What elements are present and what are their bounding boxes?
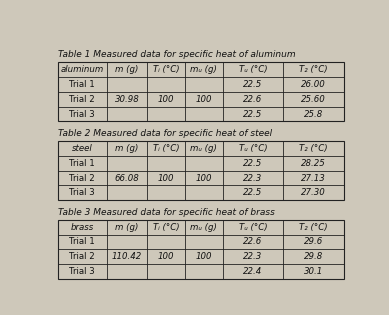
Text: Tᵢ (°C): Tᵢ (°C) <box>153 144 179 153</box>
Text: Trial 3: Trial 3 <box>69 267 95 276</box>
Text: T₂ (°C): T₂ (°C) <box>300 65 328 74</box>
Text: Trial 2: Trial 2 <box>69 95 95 104</box>
Text: m (g): m (g) <box>116 144 139 153</box>
Text: Tᵢ (°C): Tᵢ (°C) <box>153 223 179 232</box>
Text: 22.4: 22.4 <box>243 267 263 276</box>
Text: brass: brass <box>71 223 94 232</box>
Text: 100: 100 <box>158 95 174 104</box>
Text: 22.3: 22.3 <box>243 174 263 182</box>
Text: 22.6: 22.6 <box>243 95 263 104</box>
Text: Trial 3: Trial 3 <box>69 188 95 198</box>
Text: Trial 1: Trial 1 <box>69 159 95 168</box>
Text: 100: 100 <box>196 95 212 104</box>
Text: 110.42: 110.42 <box>112 252 142 261</box>
Text: 22.5: 22.5 <box>243 159 263 168</box>
Text: aluminum: aluminum <box>61 65 104 74</box>
Text: T₂ (°C): T₂ (°C) <box>300 144 328 153</box>
Text: 22.3: 22.3 <box>243 252 263 261</box>
Text: Trial 2: Trial 2 <box>69 174 95 182</box>
Text: Tᵤ (°C): Tᵤ (°C) <box>238 223 267 232</box>
Text: 27.30: 27.30 <box>301 188 326 198</box>
Text: Table 1 Measured data for specific heat of aluminum: Table 1 Measured data for specific heat … <box>58 50 295 59</box>
Text: mᵤ (g): mᵤ (g) <box>190 223 217 232</box>
Text: T₂ (°C): T₂ (°C) <box>300 223 328 232</box>
Text: 30.1: 30.1 <box>304 267 323 276</box>
Text: Table 2 Measured data for specific heat of steel: Table 2 Measured data for specific heat … <box>58 129 272 138</box>
Text: 25.60: 25.60 <box>301 95 326 104</box>
Text: 100: 100 <box>196 174 212 182</box>
Text: 25.8: 25.8 <box>304 110 323 118</box>
Text: 26.00: 26.00 <box>301 80 326 89</box>
Text: 100: 100 <box>158 174 174 182</box>
Text: Tᵤ (°C): Tᵤ (°C) <box>238 144 267 153</box>
Text: 22.5: 22.5 <box>243 80 263 89</box>
Text: mᵤ (g): mᵤ (g) <box>190 144 217 153</box>
Text: 30.98: 30.98 <box>115 95 140 104</box>
Text: Trial 2: Trial 2 <box>69 252 95 261</box>
Text: 29.8: 29.8 <box>304 252 323 261</box>
Text: m (g): m (g) <box>116 223 139 232</box>
Text: steel: steel <box>72 144 93 153</box>
Text: mᵤ (g): mᵤ (g) <box>190 65 217 74</box>
Text: Table 3 Measured data for specific heat of brass: Table 3 Measured data for specific heat … <box>58 208 275 217</box>
Text: Trial 3: Trial 3 <box>69 110 95 118</box>
Text: 100: 100 <box>196 252 212 261</box>
Text: Tᵤ (°C): Tᵤ (°C) <box>238 65 267 74</box>
Text: Tᵢ (°C): Tᵢ (°C) <box>153 65 179 74</box>
Text: Trial 1: Trial 1 <box>69 80 95 89</box>
Text: m (g): m (g) <box>116 65 139 74</box>
Text: 29.6: 29.6 <box>304 238 323 247</box>
Text: 66.08: 66.08 <box>115 174 140 182</box>
Text: 28.25: 28.25 <box>301 159 326 168</box>
Text: 100: 100 <box>158 252 174 261</box>
Text: 22.6: 22.6 <box>243 238 263 247</box>
Text: 22.5: 22.5 <box>243 188 263 198</box>
Text: 22.5: 22.5 <box>243 110 263 118</box>
Text: 27.13: 27.13 <box>301 174 326 182</box>
Text: Trial 1: Trial 1 <box>69 238 95 247</box>
